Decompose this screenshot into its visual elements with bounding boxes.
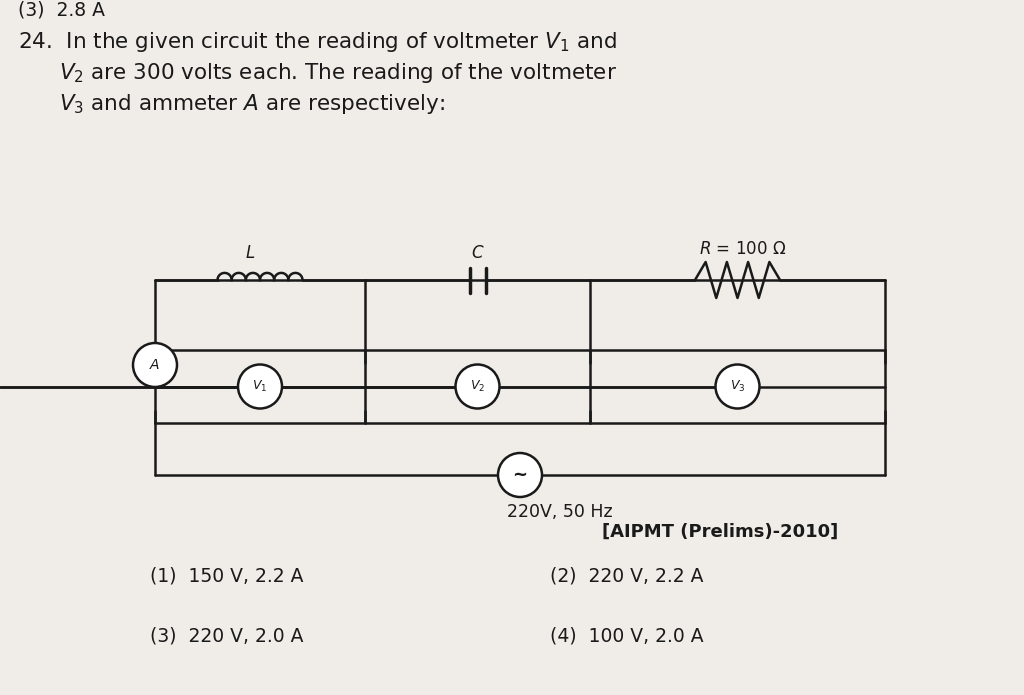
Text: (1)  150 V, 2.2 A: (1) 150 V, 2.2 A <box>150 567 303 586</box>
Text: $L$: $L$ <box>245 244 255 262</box>
Circle shape <box>133 343 177 387</box>
Text: (3)  2.8 A: (3) 2.8 A <box>18 0 105 19</box>
Text: ~: ~ <box>512 466 527 484</box>
Text: (2)  220 V, 2.2 A: (2) 220 V, 2.2 A <box>550 567 703 586</box>
Circle shape <box>716 364 760 409</box>
Text: 220V, 50 Hz: 220V, 50 Hz <box>507 503 612 521</box>
Text: $V_3$: $V_3$ <box>730 379 745 394</box>
Text: 24.  In the given circuit the reading of voltmeter $V_1$ and
      $V_2$ are 300: 24. In the given circuit the reading of … <box>18 30 616 116</box>
Text: $A$: $A$ <box>150 358 161 372</box>
Circle shape <box>238 364 282 409</box>
Text: $V_1$: $V_1$ <box>252 379 267 394</box>
Text: $R$ = 100 Ω: $R$ = 100 Ω <box>699 240 786 258</box>
Circle shape <box>498 453 542 497</box>
Text: $C$: $C$ <box>471 244 484 262</box>
Text: (4)  100 V, 2.0 A: (4) 100 V, 2.0 A <box>550 627 703 646</box>
Text: [AIPMT (Prelims)-2010]: [AIPMT (Prelims)-2010] <box>602 523 838 541</box>
Circle shape <box>456 364 500 409</box>
Text: (3)  220 V, 2.0 A: (3) 220 V, 2.0 A <box>150 627 303 646</box>
Text: $V_2$: $V_2$ <box>470 379 485 394</box>
